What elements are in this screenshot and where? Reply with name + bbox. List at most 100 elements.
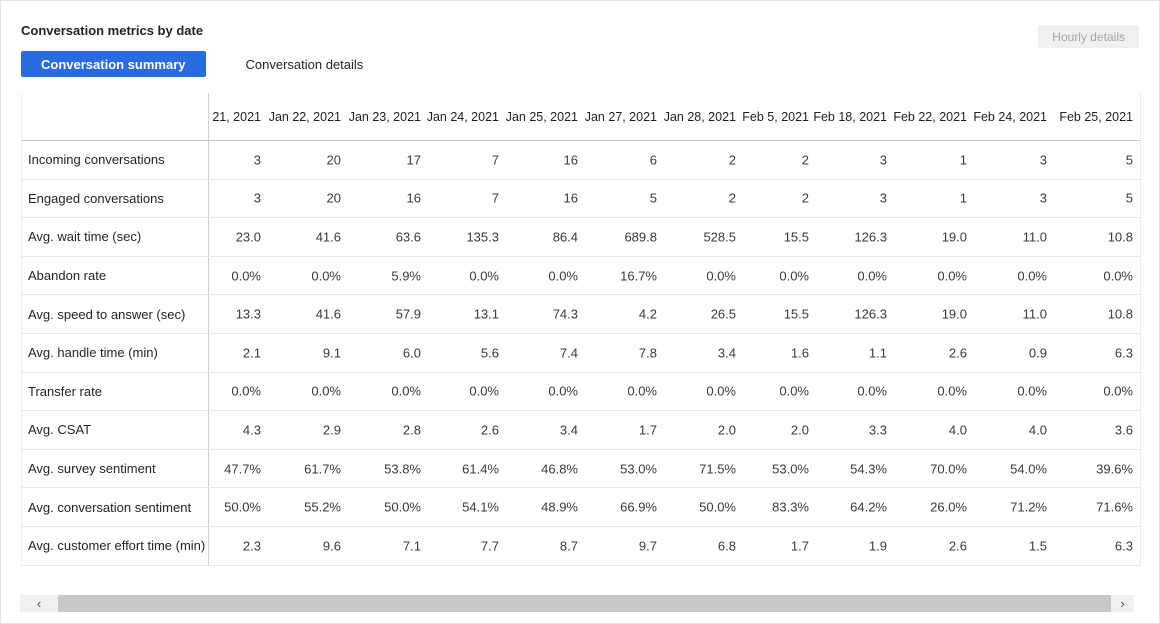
row-label: Incoming conversations <box>28 152 165 168</box>
table-row: Avg. handle time (min) 2.1 9.1 6.0 5.6 7.4 7.8… <box>22 333 1140 373</box>
metric-value-cell: 16 <box>508 141 587 179</box>
metric-value: 13.1 <box>473 306 499 322</box>
metric-value-cell: 16 <box>508 180 587 218</box>
column-header[interactable]: Jan 23, 2021 <box>349 93 430 140</box>
row-label-cell: Avg. speed to answer (sec) <box>22 295 209 333</box>
row-label: Transfer rate <box>28 383 102 399</box>
column-header[interactable]: Jan 21, 2021 <box>209 93 270 140</box>
metric-value: 689.8 <box>624 229 657 245</box>
metric-value-cell: 0.0% <box>270 373 350 411</box>
metric-value: 9.7 <box>638 538 657 554</box>
metric-value-cell: 54.0% <box>976 450 1056 488</box>
metric-value: 7.7 <box>480 538 499 554</box>
column-header-label: Feb 5, 2021 <box>742 109 809 124</box>
metric-value-cell: 50.0% <box>666 488 745 526</box>
metric-value-cell: 20 <box>270 180 350 218</box>
metric-value-cell: 4.3 <box>209 411 270 449</box>
horizontal-scrollbar[interactable]: ‹ › <box>20 595 1134 612</box>
metric-value: 50.0% <box>699 499 736 515</box>
scroll-right-button[interactable]: › <box>1111 595 1134 612</box>
column-header[interactable]: Feb 24, 2021 <box>973 93 1056 140</box>
column-header[interactable]: Feb 5, 2021 <box>742 93 818 140</box>
metric-value-cell: 86.4 <box>508 218 587 256</box>
metric-value: 4.2 <box>638 306 657 322</box>
metric-value-cell: 1 <box>896 141 976 179</box>
scroll-left-button[interactable]: ‹ <box>20 595 58 612</box>
metric-value: 16.7% <box>620 268 657 284</box>
column-header-label: Feb 25, 2021 <box>1059 109 1133 124</box>
column-header[interactable]: Feb 25, 2021 <box>1056 93 1142 140</box>
column-header[interactable]: Jan 27, 2021 <box>584 93 666 140</box>
metric-value: 9.6 <box>322 538 341 554</box>
metric-value-cell: 6.8 <box>666 527 745 565</box>
metric-value: 61.4% <box>462 461 499 477</box>
metric-value: 3 <box>879 152 887 168</box>
column-header-label: Jan 27, 2021 <box>584 109 657 124</box>
metric-value-cell: 10.8 <box>1056 218 1142 256</box>
column-header[interactable]: Jan 24, 2021 <box>427 93 508 140</box>
metric-value: 2.0 <box>790 422 809 438</box>
metric-value-cell: 0.0% <box>896 257 976 295</box>
metrics-table: Jan 21, 2021 Jan 22, 2021 Jan 23, 2021 Jan … <box>21 93 1141 566</box>
metric-value-cell: 41.6 <box>270 295 350 333</box>
metric-value-cell: 3.6 <box>1056 411 1142 449</box>
header-corner-cell <box>22 93 209 140</box>
row-label: Avg. customer effort time (min) <box>28 538 206 554</box>
metric-value-cell: 2 <box>745 141 818 179</box>
metric-value-cell: 48.9% <box>508 488 587 526</box>
metric-value-cell: 0.0% <box>209 257 270 295</box>
metric-value: 71.2% <box>1010 499 1047 515</box>
metric-value: 2 <box>728 152 736 168</box>
metric-value-cell: 19.0 <box>896 218 976 256</box>
metric-value: 16 <box>406 190 421 206</box>
metric-value-cell: 50.0% <box>350 488 430 526</box>
metric-value-cell: 5 <box>1056 141 1142 179</box>
column-header[interactable]: Jan 25, 2021 <box>506 93 587 140</box>
tab-bar: Conversation summary Conversation detail… <box>21 51 403 77</box>
metric-value-cell: 0.0% <box>430 257 508 295</box>
metric-value-cell: 2.9 <box>270 411 350 449</box>
metric-value: 71.5% <box>699 461 736 477</box>
metric-value-cell: 41.6 <box>270 218 350 256</box>
hourly-details-button[interactable]: Hourly details <box>1038 25 1139 48</box>
metric-value-cell: 2.6 <box>430 411 508 449</box>
metric-value: 1.7 <box>638 422 657 438</box>
metric-value-cell: 16 <box>350 180 430 218</box>
metric-value-cell: 0.0% <box>508 257 587 295</box>
metric-value: 66.9% <box>620 499 657 515</box>
tab-conversation-summary[interactable]: Conversation summary <box>21 51 206 77</box>
tab-conversation-details[interactable]: Conversation details <box>245 56 364 72</box>
metric-value: 0.0% <box>231 383 261 399</box>
column-header[interactable]: Feb 22, 2021 <box>893 93 976 140</box>
metric-value: 50.0% <box>384 499 421 515</box>
metric-value-cell: 3 <box>976 141 1056 179</box>
metric-value-cell: 1 <box>896 180 976 218</box>
metric-value-cell: 0.0% <box>209 373 270 411</box>
metric-value-cell: 0.0% <box>508 373 587 411</box>
metric-value-cell: 71.2% <box>976 488 1056 526</box>
metric-value: 0.0% <box>548 268 578 284</box>
metric-value: 4.0 <box>948 422 967 438</box>
widget-title: Conversation metrics by date <box>21 23 204 38</box>
metric-value: 3.6 <box>1114 422 1133 438</box>
table-row: Avg. customer effort time (min) 2.3 9.6 7.1… <box>22 526 1140 566</box>
metric-value-cell: 6.0 <box>350 334 430 372</box>
metric-value: 83.3% <box>772 499 809 515</box>
metric-value-cell: 11.0 <box>976 218 1056 256</box>
metric-value: 135.3 <box>466 229 499 245</box>
metric-value: 6.8 <box>717 538 736 554</box>
metric-value-cell: 54.1% <box>430 488 508 526</box>
column-header[interactable]: Feb 18, 2021 <box>813 93 896 140</box>
metric-value: 50.0% <box>224 499 261 515</box>
metric-value-cell: 3 <box>976 180 1056 218</box>
metric-value: 0.0% <box>469 268 499 284</box>
metric-value-cell: 7 <box>430 180 508 218</box>
metric-value-cell: 1.5 <box>976 527 1056 565</box>
column-header[interactable]: Jan 28, 2021 <box>664 93 745 140</box>
metric-value-cell: 23.0 <box>209 218 270 256</box>
metric-value-cell: 2.1 <box>209 334 270 372</box>
metric-value-cell: 0.0% <box>270 257 350 295</box>
metric-value: 0.0% <box>706 268 736 284</box>
scrollbar-thumb[interactable] <box>58 595 1111 612</box>
column-header[interactable]: Jan 22, 2021 <box>269 93 350 140</box>
